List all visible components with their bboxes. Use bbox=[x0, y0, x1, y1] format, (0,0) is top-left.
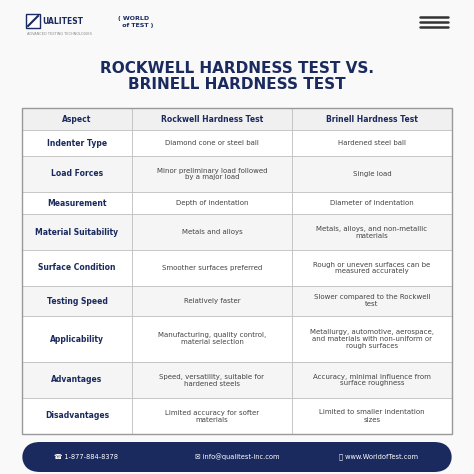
Bar bbox=[132, 214, 292, 250]
Text: Relatively faster: Relatively faster bbox=[184, 298, 240, 304]
Text: Depth of indentation: Depth of indentation bbox=[176, 200, 248, 206]
Text: Speed, versatility, suitable for
hardened steels: Speed, versatility, suitable for hardene… bbox=[159, 374, 264, 386]
Bar bbox=[132, 362, 292, 398]
Bar bbox=[22, 192, 132, 214]
Bar bbox=[292, 156, 452, 192]
Bar bbox=[132, 108, 292, 130]
Text: Material Suitability: Material Suitability bbox=[36, 228, 118, 237]
Bar bbox=[22, 108, 132, 130]
Bar bbox=[132, 130, 292, 156]
Text: ROCKWELL HARDNESS TEST VS.: ROCKWELL HARDNESS TEST VS. bbox=[100, 61, 374, 75]
Text: Applicability: Applicability bbox=[50, 335, 104, 344]
Bar bbox=[22, 250, 132, 286]
Text: Smoother surfaces preferred: Smoother surfaces preferred bbox=[162, 265, 262, 271]
FancyBboxPatch shape bbox=[22, 442, 452, 472]
Bar bbox=[292, 192, 452, 214]
Bar bbox=[22, 108, 452, 434]
Text: Brinell Hardness Test: Brinell Hardness Test bbox=[326, 115, 418, 124]
Text: Minor preliminary load followed
by a major load: Minor preliminary load followed by a maj… bbox=[157, 167, 267, 181]
Text: Metallurgy, automotive, aerospace,
and materials with non-uniform or
rough surfa: Metallurgy, automotive, aerospace, and m… bbox=[310, 329, 434, 349]
Bar bbox=[132, 316, 292, 362]
Text: Rough or uneven surfaces can be
measured accurately: Rough or uneven surfaces can be measured… bbox=[313, 262, 430, 274]
Bar bbox=[22, 398, 132, 434]
Bar bbox=[22, 316, 132, 362]
Text: Measurement: Measurement bbox=[47, 199, 107, 208]
Text: Metals and alloys: Metals and alloys bbox=[182, 229, 242, 235]
Text: UALITEST: UALITEST bbox=[42, 17, 83, 26]
Bar bbox=[292, 286, 452, 316]
Bar bbox=[132, 156, 292, 192]
Text: Load Forces: Load Forces bbox=[51, 170, 103, 179]
Text: Accuracy, minimal influence from
surface roughness: Accuracy, minimal influence from surface… bbox=[313, 374, 431, 386]
Bar bbox=[132, 398, 292, 434]
Text: Surface Condition: Surface Condition bbox=[38, 264, 116, 273]
Text: Limited accuracy for softer
materials: Limited accuracy for softer materials bbox=[165, 410, 259, 422]
Text: Diameter of indentation: Diameter of indentation bbox=[330, 200, 414, 206]
Text: BRINELL HARDNESS TEST: BRINELL HARDNESS TEST bbox=[128, 76, 346, 91]
Bar bbox=[292, 108, 452, 130]
Bar bbox=[22, 156, 132, 192]
Bar bbox=[22, 214, 132, 250]
Text: Rockwell Hardness Test: Rockwell Hardness Test bbox=[161, 115, 263, 124]
Text: Aspect: Aspect bbox=[62, 115, 91, 124]
Text: Manufacturing, quality control,
material selection: Manufacturing, quality control, material… bbox=[158, 332, 266, 346]
Bar bbox=[292, 250, 452, 286]
Bar bbox=[292, 316, 452, 362]
Text: Disadvantages: Disadvantages bbox=[45, 411, 109, 420]
Text: Diamond cone or steel ball: Diamond cone or steel ball bbox=[165, 140, 259, 146]
Text: Slower compared to the Rockwell
test: Slower compared to the Rockwell test bbox=[314, 294, 430, 308]
Bar bbox=[292, 362, 452, 398]
Bar bbox=[22, 362, 132, 398]
Text: Metals, alloys, and non-metallic
materials: Metals, alloys, and non-metallic materia… bbox=[317, 226, 428, 238]
Bar bbox=[22, 286, 132, 316]
Text: ADVANCED TESTING TECHNOLOGIES: ADVANCED TESTING TECHNOLOGIES bbox=[27, 32, 92, 36]
Bar bbox=[132, 286, 292, 316]
Text: Limited to smaller indentation
sizes: Limited to smaller indentation sizes bbox=[319, 410, 425, 422]
Bar bbox=[26, 14, 40, 28]
Bar bbox=[292, 398, 452, 434]
Text: ✉ info@qualitest-inc.com: ✉ info@qualitest-inc.com bbox=[195, 454, 279, 460]
Text: ☎ 1-877-884-8378: ☎ 1-877-884-8378 bbox=[55, 454, 118, 460]
Bar bbox=[292, 214, 452, 250]
Text: Testing Speed: Testing Speed bbox=[46, 297, 108, 306]
Text: Advantages: Advantages bbox=[51, 375, 103, 384]
Text: of TEST ): of TEST ) bbox=[118, 22, 154, 27]
Text: Indenter Type: Indenter Type bbox=[47, 138, 107, 147]
Text: Hardened steel ball: Hardened steel ball bbox=[338, 140, 406, 146]
Text: ( WORLD: ( WORLD bbox=[118, 16, 149, 20]
Text: Single load: Single load bbox=[353, 171, 392, 177]
Bar bbox=[292, 130, 452, 156]
Bar bbox=[132, 192, 292, 214]
Bar bbox=[132, 250, 292, 286]
Bar bbox=[22, 130, 132, 156]
Text: 🌐 www.WorldofTest.com: 🌐 www.WorldofTest.com bbox=[339, 454, 419, 460]
